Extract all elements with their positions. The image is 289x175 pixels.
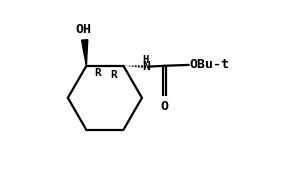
Text: O: O	[161, 100, 169, 113]
Text: H: H	[143, 55, 149, 65]
Text: OBu-t: OBu-t	[189, 58, 229, 71]
Text: N: N	[142, 60, 150, 73]
Text: R: R	[94, 68, 101, 78]
Text: OH: OH	[76, 23, 92, 36]
Polygon shape	[81, 40, 88, 66]
Text: R: R	[111, 70, 117, 80]
